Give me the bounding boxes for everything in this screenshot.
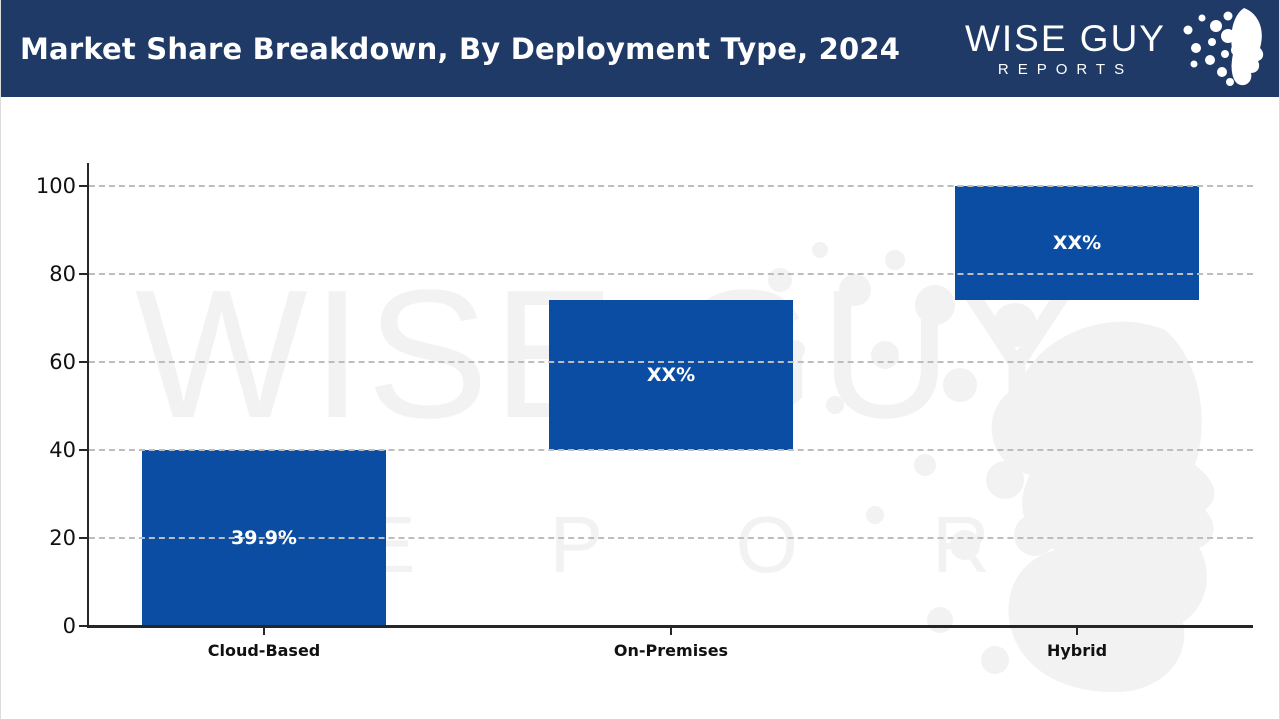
y-tick-label-100: 100 <box>35 174 76 198</box>
y-tick-mark-0 <box>79 625 88 627</box>
chart-title: Market Share Breakdown, By Deployment Ty… <box>20 31 901 66</box>
x-tick-label-0: Cloud-Based <box>207 641 321 660</box>
logo-subtitle: REPORTS <box>997 60 1134 78</box>
gridline-60 <box>89 361 1253 363</box>
header-bar: Market Share Breakdown, By Deployment Ty… <box>0 0 1280 97</box>
gridline-20 <box>89 537 1253 539</box>
logo-wordmark: WISE GUY <box>964 17 1166 59</box>
y-tick-label-80: 80 <box>49 262 76 286</box>
bar-on-premises <box>549 299 793 451</box>
y-tick-mark-60 <box>79 361 88 363</box>
y-tick-label-0: 0 <box>62 614 76 638</box>
x-tick-mark-2 <box>1076 627 1078 635</box>
y-tick-label-40: 40 <box>49 438 76 462</box>
x-tick-label-2: Hybrid <box>1046 641 1108 660</box>
wiseguy-face-logo-icon <box>1170 4 1266 94</box>
bar-value-label-hybrid: XX% <box>1052 231 1102 254</box>
gridline-80 <box>89 273 1253 275</box>
gridline-40 <box>89 449 1253 451</box>
y-tick-label-60: 60 <box>49 350 76 374</box>
y-axis-spine <box>87 163 89 628</box>
y-tick-label-20: 20 <box>49 526 76 550</box>
x-axis-spine <box>87 625 1253 628</box>
gridline-100 <box>89 185 1253 187</box>
y-tick-mark-80 <box>79 273 88 275</box>
x-tick-mark-1 <box>670 627 672 635</box>
x-tick-label-1: On-Premises <box>613 641 729 660</box>
x-tick-mark-0 <box>263 627 265 635</box>
y-tick-mark-20 <box>79 537 88 539</box>
y-tick-mark-40 <box>79 449 88 451</box>
wiseguy-logo: WISE GUY REPORTS <box>965 4 1280 94</box>
y-tick-mark-100 <box>79 185 88 187</box>
bar-value-label-cloud-based: 39.9% <box>231 527 297 550</box>
bar-value-label-on-premises: XX% <box>646 364 696 387</box>
wiseguy-logo-text: WISE GUY REPORTS <box>965 20 1166 78</box>
